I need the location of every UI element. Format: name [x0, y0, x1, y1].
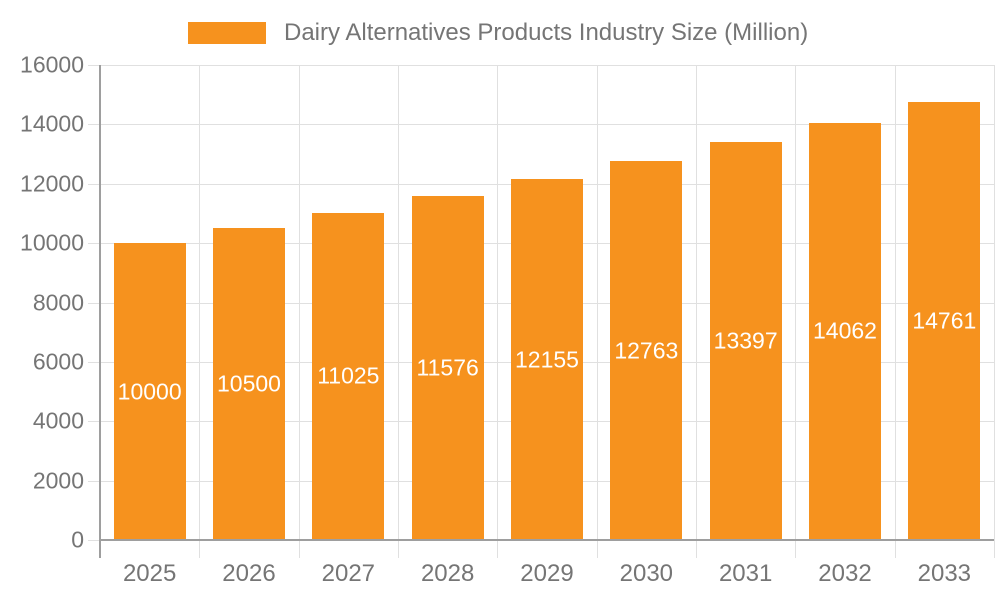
bar-value-label-2031: 13397 — [713, 327, 778, 354]
y-tick-label-16000: 16000 — [20, 51, 84, 78]
x-tick-label-2032: 2032 — [818, 560, 872, 587]
v-gridline-5 — [596, 65, 598, 558]
y-tick-label-6000: 6000 — [32, 348, 84, 375]
v-gridline-9 — [994, 65, 995, 558]
y-tick-label-12000: 12000 — [20, 170, 84, 197]
bar-2031[interactable] — [709, 142, 782, 540]
y-tick-label-4000: 4000 — [32, 407, 84, 434]
x-tick-label-2029: 2029 — [520, 560, 574, 587]
v-gridline-1 — [199, 65, 201, 558]
y-axis-line — [99, 65, 101, 558]
y-tick-label-0: 0 — [71, 526, 84, 553]
x-tick-label-2031: 2031 — [718, 560, 773, 587]
y-tick-label-8000: 8000 — [32, 289, 84, 315]
bar-value-label-2026: 10500 — [217, 370, 281, 397]
bar-value-label-2029: 12155 — [515, 346, 579, 373]
bar-2025[interactable] — [113, 243, 186, 540]
y-tick-label-2000: 2000 — [32, 467, 84, 494]
v-gridline-2 — [298, 65, 300, 558]
bar-value-label-2032: 14062 — [813, 317, 877, 344]
bar-2033[interactable] — [908, 101, 981, 540]
h-gridline-16000 — [88, 65, 994, 66]
y-tick-label-14000: 14000 — [20, 110, 84, 137]
bar-2027[interactable] — [312, 212, 385, 540]
v-gridline-3 — [398, 65, 399, 558]
plot-area: 10000 10500 11025 11576 12155 12763 13397 14062… — [88, 65, 995, 558]
bar-2030[interactable] — [610, 161, 683, 540]
bar-value-label-2033: 14761 — [912, 307, 977, 334]
y-tick-label-10000: 10000 — [20, 229, 84, 256]
bar-value-label-2030: 12763 — [614, 337, 679, 364]
bar-value-label-2028: 11576 — [416, 354, 479, 381]
x-tick-label-2028: 2028 — [420, 560, 475, 587]
legend-swatch — [188, 22, 266, 44]
bar-2032[interactable] — [809, 122, 881, 540]
h-gridline-14000 — [88, 124, 994, 126]
x-tick-label-2025: 2025 — [122, 560, 177, 587]
bar-value-label-2027: 11025 — [317, 362, 380, 389]
x-tick-label-2026: 2026 — [222, 560, 276, 587]
v-gridline-7 — [795, 65, 797, 558]
legend: Dairy Alternatives Products Industry Siz… — [188, 20, 808, 46]
bar-2028[interactable] — [411, 196, 484, 540]
x-tick-label-2027: 2027 — [321, 560, 376, 587]
bar-2029[interactable] — [511, 179, 583, 540]
bar-value-label-2025: 10000 — [117, 378, 182, 405]
v-gridline-4 — [497, 65, 499, 558]
v-gridline-8 — [894, 65, 896, 558]
legend-label: Dairy Alternatives Products Industry Siz… — [284, 19, 809, 46]
x-axis-line — [100, 539, 994, 541]
bar-2026[interactable] — [213, 228, 285, 540]
v-gridline-6 — [696, 65, 697, 558]
x-tick-label-2030: 2030 — [619, 560, 674, 587]
x-tick-label-2033: 2033 — [917, 560, 972, 587]
